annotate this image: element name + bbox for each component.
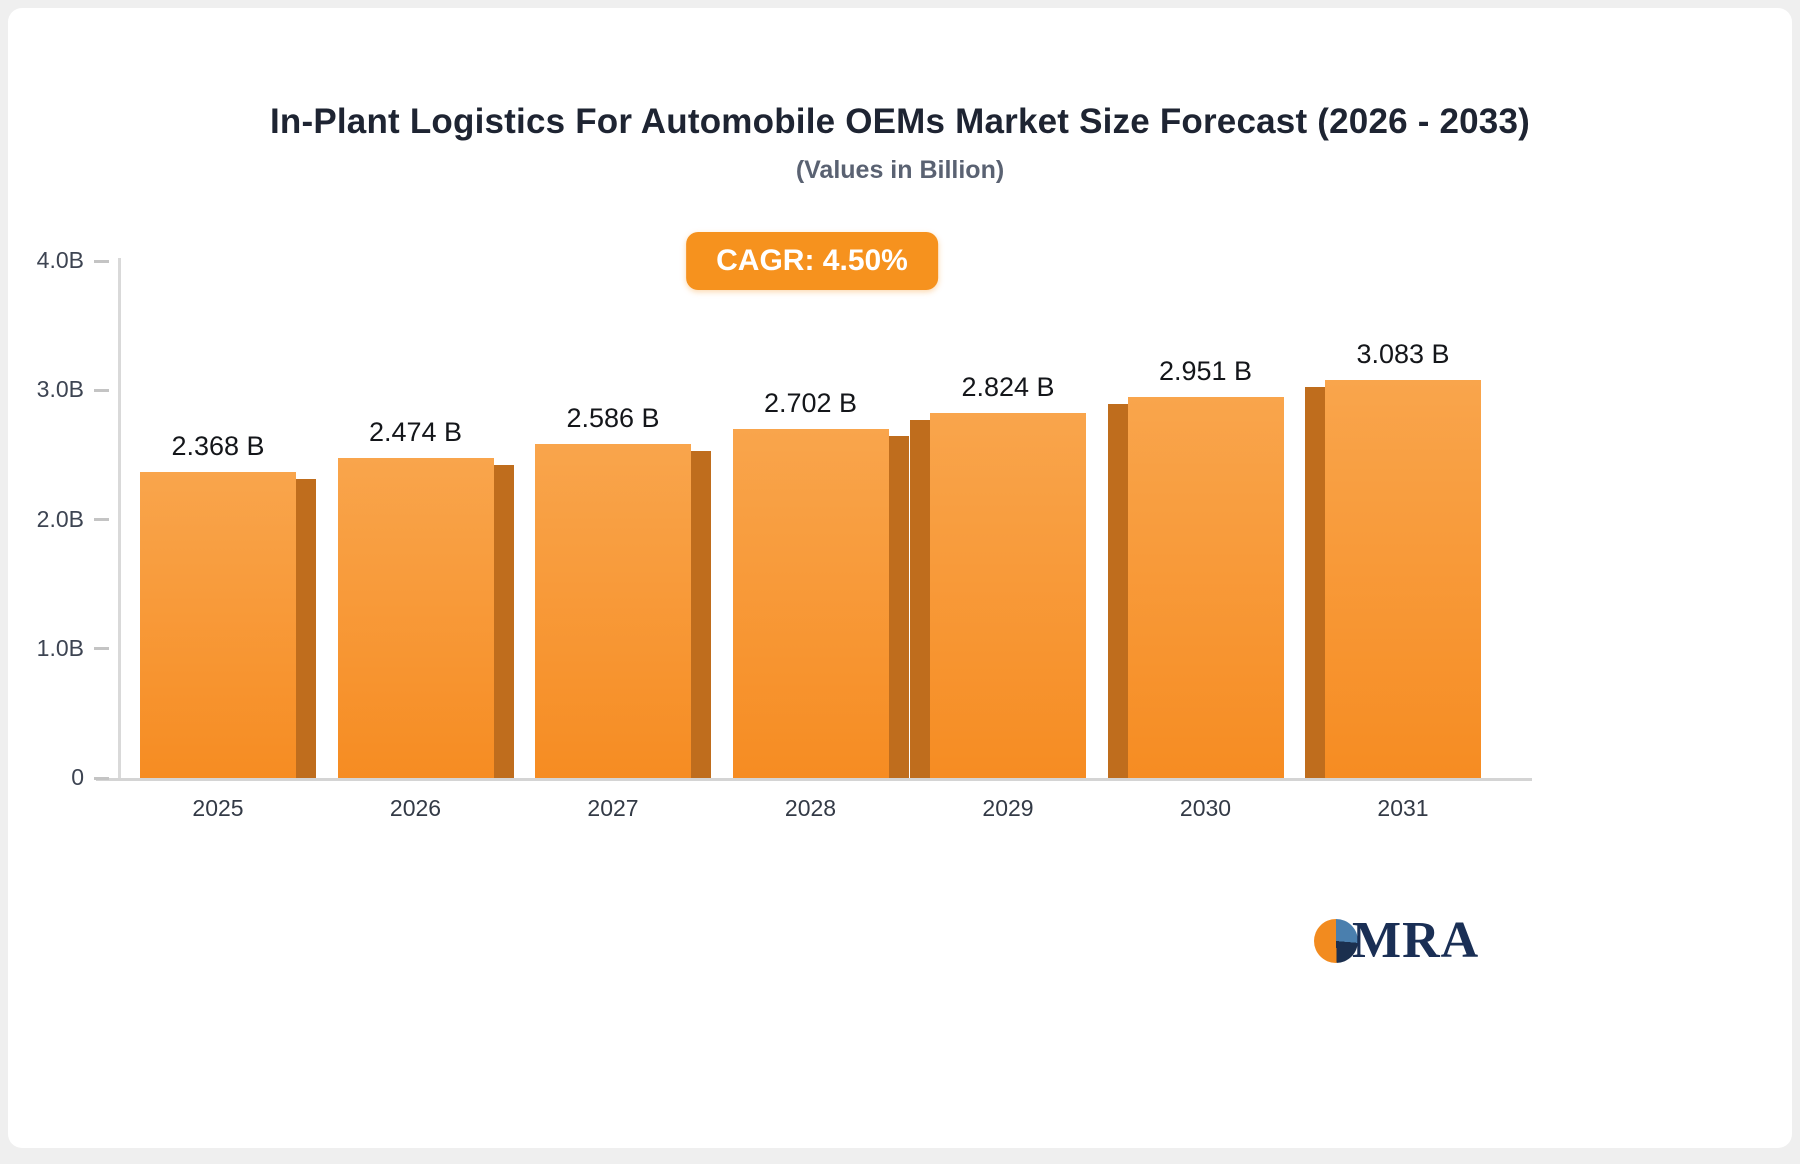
bar-side-2029 <box>910 419 930 778</box>
page-subtitle: (Values in Billion) <box>795 156 1005 184</box>
x-tick-label: 2031 <box>1377 795 1429 821</box>
y-tick-mark <box>94 518 109 521</box>
bar-side-2027 <box>691 450 711 778</box>
y-tick-mark <box>94 388 109 392</box>
bar-side-2026 <box>493 465 514 778</box>
x-tick-label: 2029 <box>982 795 1034 821</box>
bar-2031 <box>1325 379 1481 778</box>
x-axis-line <box>96 778 1532 781</box>
y-tick-mark <box>94 647 109 651</box>
chart-card: In-Plant Logistics For Automobile OEMs M… <box>8 8 1792 1148</box>
cagr-badge: CAGR: 4.50% <box>686 232 938 290</box>
mra-logo-text: MRA <box>1352 912 1480 969</box>
bar-value-label: 2.951 B <box>1158 355 1253 386</box>
page-title: In-Plant Logistics For Automobile OEMs M… <box>269 102 1530 141</box>
bar-side-2031 <box>1305 386 1325 778</box>
y-tick-mark <box>94 259 109 263</box>
x-tick-label: 2026 <box>389 795 442 821</box>
x-tick-label: 2030 <box>1179 795 1232 821</box>
bar-side-2030 <box>1107 403 1128 778</box>
y-axis-line <box>118 258 121 780</box>
x-tick-label: 2028 <box>784 795 837 821</box>
bar-2028 <box>732 428 889 778</box>
bar-value-label: 2.824 B <box>961 371 1055 402</box>
y-tick-label: 2.0B <box>36 505 84 532</box>
bar-2026 <box>337 458 494 778</box>
bar-2025 <box>140 471 296 778</box>
bar-2029 <box>930 412 1086 778</box>
x-tick-label: 2025 <box>192 795 244 821</box>
bar-value-label: 2.702 B <box>763 387 858 418</box>
bar-side-2025 <box>296 478 316 778</box>
bar-2027 <box>535 443 691 778</box>
bar-2030 <box>1127 396 1284 778</box>
bar-side-2028 <box>888 435 909 778</box>
y-tick-label: 4.0B <box>36 247 84 273</box>
mra-logo: MRA <box>1314 910 1479 972</box>
y-tick-label: 1.0B <box>36 634 84 661</box>
y-tick-mark <box>94 776 109 780</box>
y-tick-label: 0 <box>71 764 84 790</box>
bar-value-label: 2.474 B <box>368 417 463 448</box>
bar-value-label: 3.083 B <box>1356 338 1450 369</box>
mra-pie-icon <box>1314 919 1358 963</box>
bar-value-label: 2.368 B <box>171 430 265 461</box>
plot-area: 0 1.0B 2.0B 3.0B 4.0B 2.368 B 2025 2.474 B 2026 2… <box>8 8 1800 1164</box>
y-tick-label: 3.0B <box>36 376 84 403</box>
x-tick-label: 2027 <box>587 795 639 821</box>
bar-value-label: 2.586 B <box>566 402 660 433</box>
